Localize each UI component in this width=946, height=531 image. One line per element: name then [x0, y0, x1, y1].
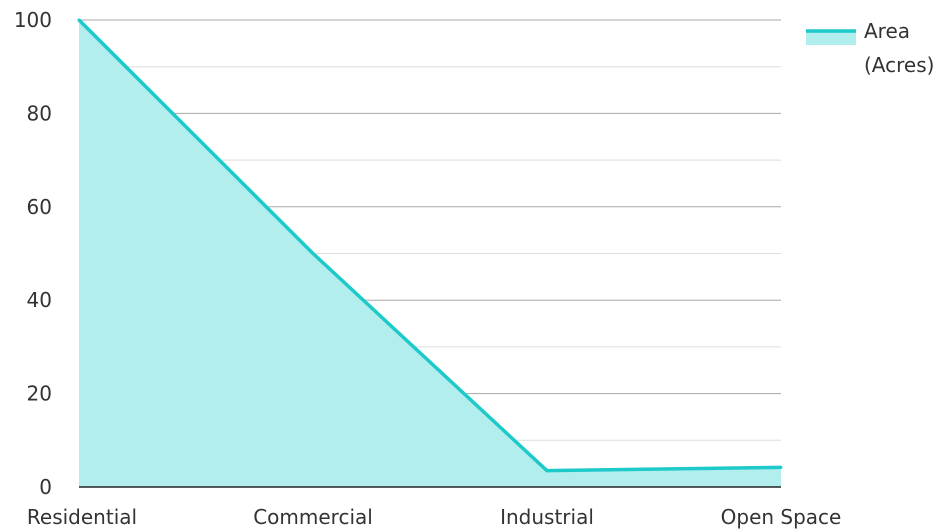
legend-label-line-1: Area — [864, 19, 910, 43]
x-tick-label: Residential — [27, 505, 137, 529]
data-point-commercial — [311, 252, 315, 255]
series-line — [77, 18, 782, 473]
data-points — [77, 18, 783, 473]
area-fill — [79, 20, 781, 487]
y-axis-tick-labels: 0 20 40 60 80 100 — [14, 8, 52, 499]
legend: Area (Acres) — [806, 19, 934, 77]
x-axis-tick-labels: Residential Commercial Industrial Open Spac… — [27, 505, 841, 529]
legend-label-line-2: (Acres) — [864, 53, 934, 77]
data-point-industrial — [545, 469, 549, 473]
y-tick-label: 40 — [27, 288, 52, 312]
data-point-residential — [77, 18, 81, 22]
legend-swatch-fill — [806, 31, 856, 45]
y-tick-label: 0 — [39, 475, 52, 499]
y-tick-label: 60 — [27, 195, 52, 219]
y-tick-label: 80 — [27, 101, 52, 125]
x-tick-label: Open Space — [721, 505, 842, 529]
x-tick-label: Industrial — [500, 505, 594, 529]
legend-label: Area (Acres) — [864, 19, 934, 77]
y-tick-label: 100 — [14, 8, 52, 32]
data-point-open-space — [779, 465, 783, 469]
y-tick-label: 20 — [27, 382, 52, 406]
x-tick-label: Commercial — [253, 505, 373, 529]
